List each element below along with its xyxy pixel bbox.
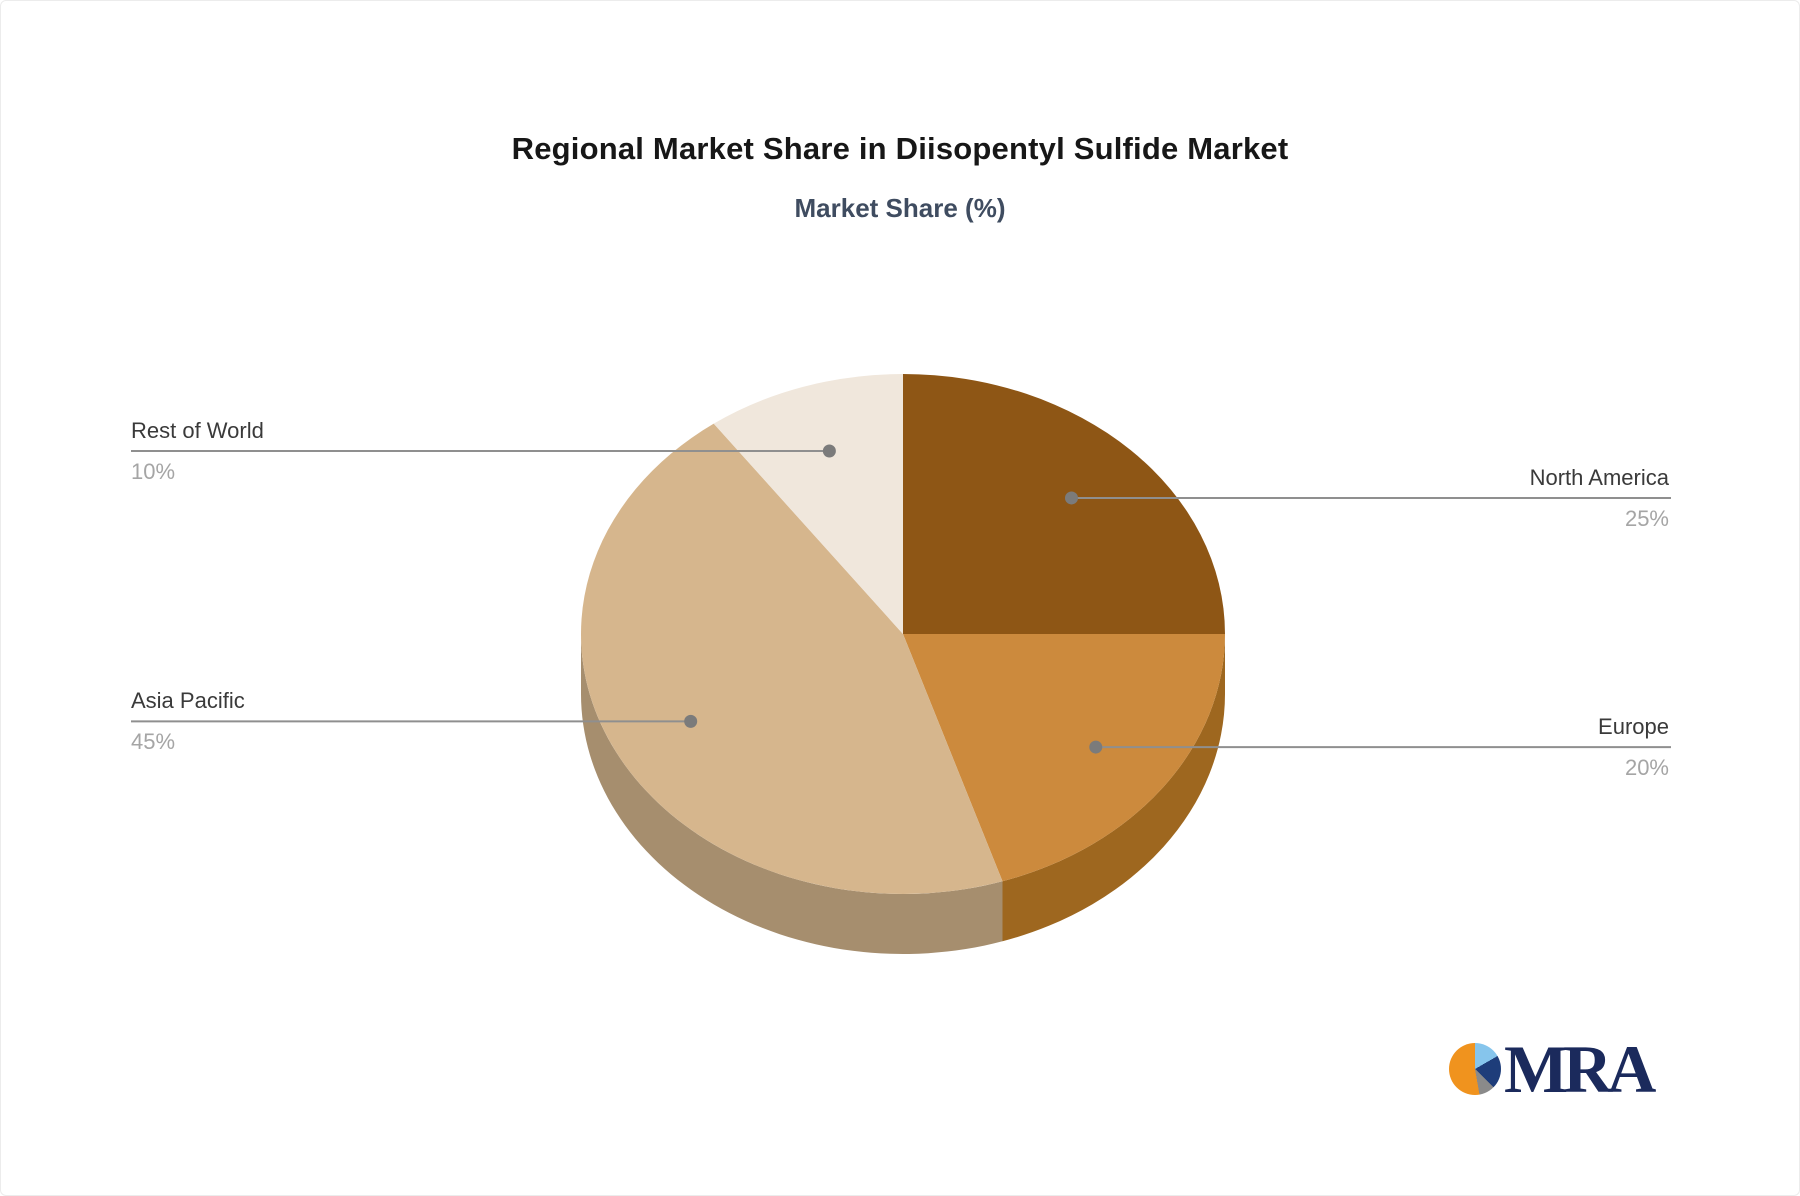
leader-dot-europe (1089, 740, 1103, 754)
leader-dot-asia-pacific (684, 714, 698, 728)
slice-value-asia-pacific: 45% (131, 729, 176, 755)
slice-value-north-america: 25% (1624, 505, 1669, 531)
chart-title: Regional Market Share in Diisopentyl Sul… (511, 131, 1289, 166)
logo-text: MRA (1504, 1031, 1656, 1107)
pie-side-asia-pacific (581, 634, 1003, 955)
pie-slice-europe[interactable] (903, 634, 1225, 882)
chart-subtitle: Market Share (%) (794, 193, 1006, 223)
logo-pie-icon (1449, 1043, 1501, 1095)
brand-logo: MRA (1449, 1031, 1656, 1107)
slice-label-europe: Europe (1598, 714, 1669, 740)
slice-label-asia-pacific: Asia Pacific (131, 688, 245, 714)
pie-slice-north-america[interactable] (903, 374, 1225, 634)
leader-dot-north-america (1064, 491, 1078, 505)
slice-value-rest-of-world: 10% (131, 459, 176, 485)
leader-dot-rest-of-world (822, 444, 836, 458)
pie-side-europe (1002, 634, 1225, 942)
slice-label-north-america: North America (1529, 464, 1669, 490)
slice-value-europe: 20% (1624, 755, 1669, 781)
pie-slice-rest-of-world[interactable] (713, 374, 903, 634)
pie-slice-asia-pacific[interactable] (580, 423, 1003, 895)
slice-label-rest-of-world: Rest of World (131, 418, 264, 444)
